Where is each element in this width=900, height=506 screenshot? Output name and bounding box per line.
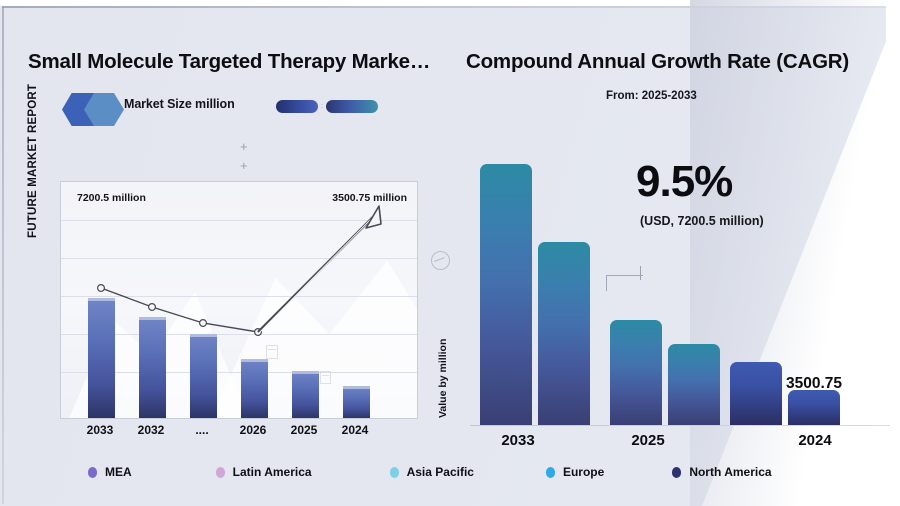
gridline — [61, 258, 417, 259]
right-chart-bar — [480, 164, 532, 425]
gridline — [61, 334, 417, 335]
right-panel-title: Compound Annual Growth Rate (CAGR) — [466, 50, 850, 73]
left-chart-bar — [343, 386, 370, 418]
document-watermark-icon — [320, 371, 331, 384]
plus-icon: + — [240, 158, 248, 173]
legend-diamond-icon — [389, 466, 399, 478]
pill-separator: : — [321, 103, 323, 110]
legend-label: Asia Pacific — [406, 465, 474, 479]
growth-arrow-head — [365, 205, 382, 229]
left-chart-x-label: 2026 — [239, 423, 267, 437]
legend-item[interactable]: Asia Pacific — [389, 465, 474, 479]
left-chart-x-label: 2032 — [137, 423, 165, 437]
legend-item[interactable]: Latin America — [215, 465, 312, 479]
right-chart-bar — [788, 390, 840, 425]
cagr-value: 9.5% — [636, 157, 733, 206]
legend-label: MEA — [105, 465, 132, 479]
legend-diamond-icon — [215, 466, 225, 478]
legend-diamond-icon — [88, 466, 97, 478]
legend-label: Latin America — [232, 465, 312, 479]
legend-diamond-icon — [672, 466, 682, 478]
gridline — [61, 220, 417, 221]
left-chart-max-annotation: 7200.5 million — [77, 192, 146, 204]
left-chart-bar — [292, 371, 319, 418]
trend-line-marker — [147, 302, 156, 311]
left-chart-x-label: 2033 — [86, 423, 114, 437]
right-chart-bar — [730, 362, 782, 425]
right-chart-bracket — [606, 275, 643, 291]
right-chart-bar — [668, 344, 720, 425]
circle-minus-icon — [431, 251, 450, 270]
left-chart-bar — [190, 334, 217, 418]
trend-line-marker — [96, 283, 105, 292]
right-chart-x-label: 2033 — [501, 432, 535, 449]
right-chart-bracket-stub — [640, 266, 642, 280]
left-chart-bar — [88, 298, 115, 418]
slab-top-border — [2, 6, 886, 8]
legend-label: North America — [689, 465, 772, 479]
right-chart-baseline — [470, 425, 890, 427]
left-chart-min-annotation: 3500.75 million — [332, 192, 407, 204]
left-chart-plot-area: 7200.5 million 3500.75 million — [60, 181, 418, 419]
cagr-currency-note: (USD, 7200.5 million) — [640, 214, 764, 228]
right-white-strip — [886, 0, 900, 506]
left-chart-bar — [139, 317, 166, 418]
gridline — [61, 296, 417, 297]
gridline — [61, 372, 417, 373]
slab-left-border — [2, 6, 4, 504]
pill-legend-group: : — [276, 100, 378, 113]
region-legend: MEA Latin America Asia Pacific Europe North … — [88, 465, 772, 479]
left-chart-bar — [241, 359, 268, 418]
left-chart-x-label: 2024 — [341, 423, 369, 437]
hexagon-venn-icon — [62, 93, 124, 126]
right-chart-x-label: 2024 — [798, 432, 832, 449]
market-size-label: Market Size million — [124, 97, 235, 111]
right-chart-bar — [610, 320, 662, 425]
left-panel-title: Small Molecule Targeted Therapy Marke… — [28, 50, 431, 73]
right-chart-x-label: 2025 — [631, 432, 665, 449]
legend-label: Europe — [562, 465, 605, 479]
document-watermark-icon — [266, 345, 278, 359]
legend-item[interactable]: North America — [672, 465, 772, 479]
left-chart-y-axis-label: FUTURE MARKET REPORT — [27, 83, 39, 238]
legend-diamond-icon — [545, 466, 555, 478]
right-chart-callout-value: 3500.75 — [786, 375, 843, 392]
pill-swatch-primary — [276, 100, 318, 113]
pill-swatch-secondary — [325, 100, 378, 113]
legend-item[interactable]: Europe — [545, 465, 605, 479]
left-chart-secondary-y-label: Value by million — [437, 338, 449, 418]
legend-item[interactable]: MEA — [88, 465, 132, 479]
left-chart-x-label: 2025 — [290, 423, 318, 437]
plus-icon: + — [240, 139, 248, 154]
left-chart-x-label: .... — [195, 423, 209, 437]
right-chart-bar — [538, 242, 590, 425]
right-panel-subtitle: From: 2025-2033 — [606, 90, 697, 102]
left-chart-x-axis-labels: 2033 2032.... 2026 2025 2024 — [60, 423, 418, 443]
